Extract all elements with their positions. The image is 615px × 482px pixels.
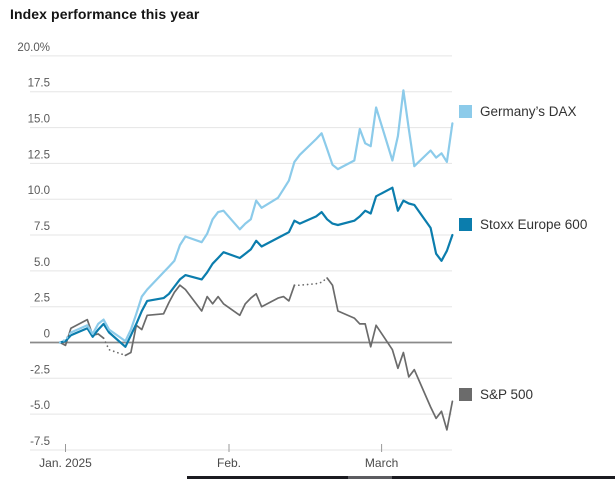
legend-swatch-stoxx [459,218,472,231]
series-line-sp500-dotted [293,277,328,287]
x-tick-label: Jan. 2025 [39,456,92,470]
legend-item-stoxx-europe-600: Stoxx Europe 600 [459,217,587,232]
legend-item-sp-500: S&P 500 [459,387,533,402]
y-tick-label: 17.5 [28,78,50,90]
x-tick-label: Feb. [217,456,241,470]
legend-swatch-dax [459,105,472,118]
y-tick-label: 7.5 [34,221,50,233]
series-line-dax-dotted [58,331,73,344]
legend-label-sp500: S&P 500 [480,387,534,402]
y-tick-label: -5.0 [30,400,50,412]
y-tick-label: 2.5 [34,293,50,305]
series-line-sp500 [326,277,454,431]
y-tick-label: 10.0 [28,185,50,197]
legend-item-germanys-dax: Germany’s DAX [459,104,577,119]
y-tick-label: -2.5 [30,364,50,376]
y-tick-label: 20.0% [17,42,50,54]
chart-title: Index performance this year [10,6,200,22]
legend-label-dax: Germany’s DAX [480,104,577,119]
legend-label-stoxx: Stoxx Europe 600 [480,217,588,232]
series-line-sp500 [59,318,105,347]
legend-swatch-sp500 [459,388,472,401]
series-line-sp500-dotted [102,337,127,357]
series-line-sp500 [124,284,296,357]
y-tick-label: -7.5 [30,436,50,448]
y-tick-label: 5.0 [34,257,50,269]
series-line-stoxx600 [58,186,454,348]
bottom-scrollbar-thumb[interactable] [348,476,392,479]
bottom-scrollbar[interactable] [187,476,615,479]
y-tick-label: 12.5 [28,149,50,161]
y-tick-label: 15.0 [28,114,50,126]
series-line-dax [69,89,454,343]
x-tick-label: March [365,456,398,470]
y-tick-label: 0 [44,329,50,341]
